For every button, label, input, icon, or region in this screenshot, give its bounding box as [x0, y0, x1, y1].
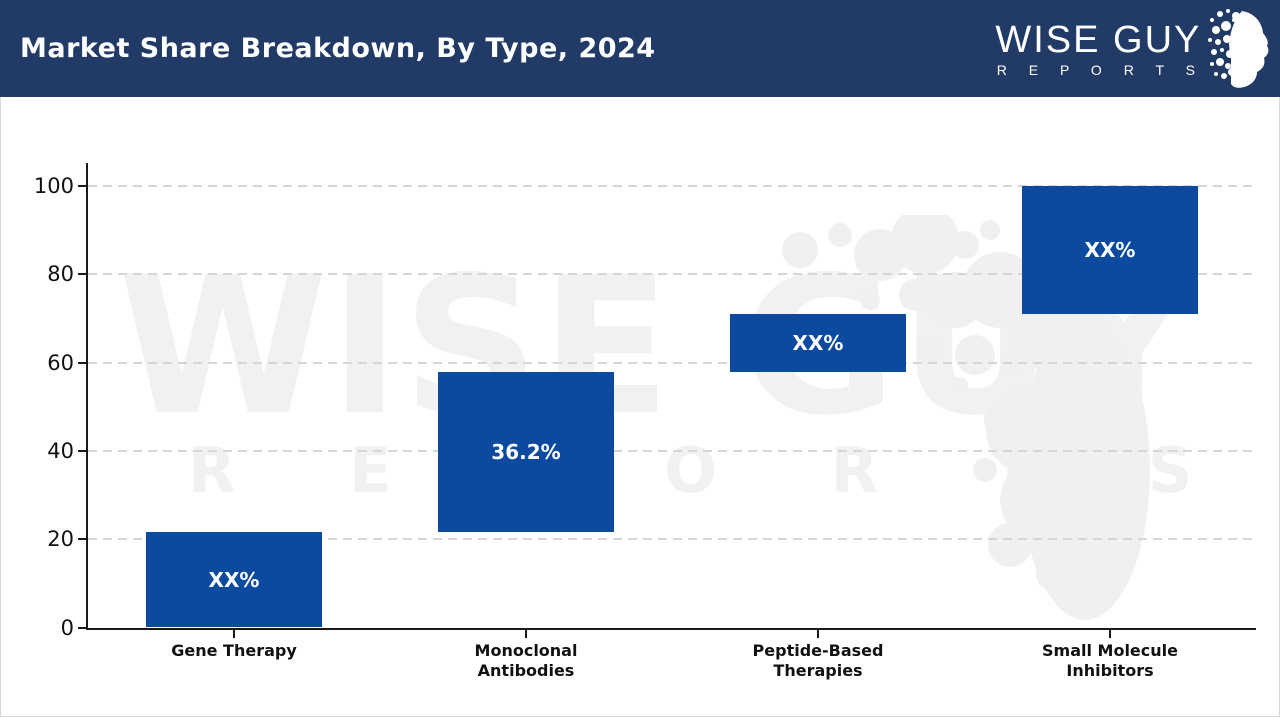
chart-title: Market Share Breakdown, By Type, 2024: [20, 33, 656, 64]
gridline-y60: [88, 361, 1256, 364]
y-tick-label-60: 60: [47, 350, 74, 375]
logo-wordmark: WISE GUY: [995, 18, 1202, 61]
gridline-y100: [88, 185, 1256, 187]
bar-value-label: XX%: [792, 331, 844, 356]
wiseguy-logo-text: WISE GUY R E P O R T S: [993, 21, 1204, 78]
y-tick-60: [78, 361, 86, 364]
bar-segment: XX%: [730, 314, 906, 372]
wiseguy-face-icon: [1208, 9, 1269, 88]
bar-segment: 36.2%: [438, 371, 614, 532]
bar-value-label: XX%: [208, 567, 260, 592]
x-tick-0: [233, 630, 235, 638]
category-label: Gene Therapy: [171, 640, 297, 660]
x-tick-2: [817, 630, 819, 638]
category-label: Monoclonal Antibodies: [474, 640, 578, 680]
y-tick-0: [78, 626, 86, 629]
watermark-face-dots: [782, 215, 1150, 620]
gridline-y80: [88, 273, 1256, 276]
frame-left-edge: [0, 97, 1, 717]
y-tick-40: [78, 449, 86, 452]
y-tick-20: [78, 538, 86, 541]
category-label: Small Molecule Inhibitors: [1042, 640, 1178, 680]
y-tick-100: [78, 185, 86, 187]
bar-value-label: 36.2%: [491, 439, 561, 464]
y-tick-label-80: 80: [47, 262, 74, 287]
frame-bottom-edge: [0, 716, 1280, 717]
bar-segment: XX%: [146, 531, 322, 628]
category-label: Peptide-Based Therapies: [752, 640, 884, 680]
y-tick-label-20: 20: [47, 527, 74, 552]
gridline-y40: [88, 449, 1256, 452]
bar-value-label: XX%: [1084, 238, 1136, 263]
gridline-y20: [88, 538, 1256, 541]
x-tick-1: [525, 630, 527, 638]
y-axis-line: [86, 163, 88, 630]
wiseguy-logo: WISE GUY R E P O R T S: [993, 5, 1270, 93]
y-tick-80: [78, 273, 86, 276]
x-tick-3: [1109, 630, 1111, 638]
logo-subtitle: R E P O R T S: [996, 61, 1204, 78]
bar-segment: XX%: [1022, 186, 1198, 315]
x-axis-line: [86, 627, 1256, 630]
header-band: Market Share Breakdown, By Type, 2024 WI…: [0, 0, 1280, 97]
y-tick-label-40: 40: [47, 438, 74, 463]
y-tick-label-0: 0: [60, 615, 74, 640]
y-tick-label-100: 100: [33, 174, 74, 198]
